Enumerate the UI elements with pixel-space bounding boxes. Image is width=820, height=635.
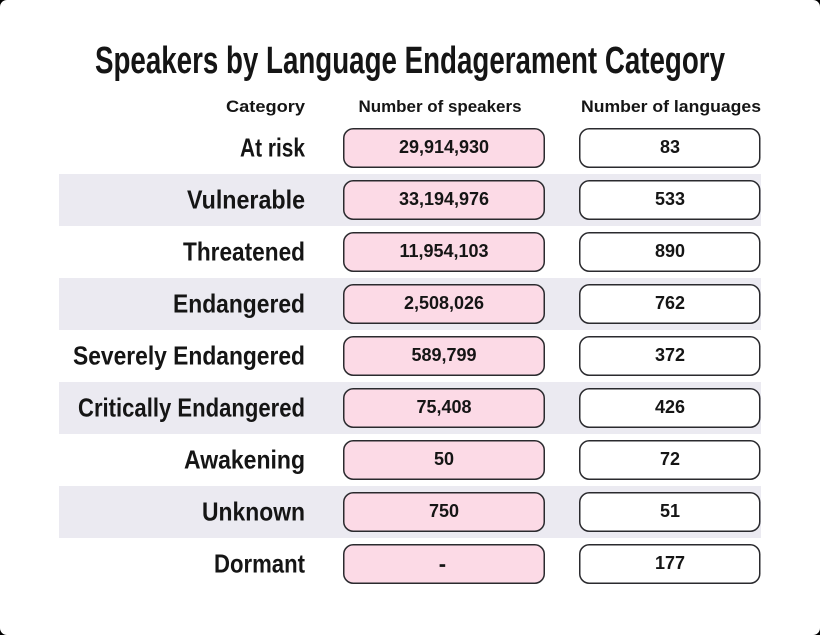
svg-text:762: 762 [655, 293, 685, 313]
svg-text:50: 50 [434, 449, 454, 469]
svg-text:533: 533 [655, 189, 685, 209]
svg-text:589,799: 589,799 [411, 345, 476, 365]
svg-text:Unknown: Unknown [202, 497, 305, 527]
svg-text:11,954,103: 11,954,103 [399, 241, 488, 261]
svg-text:Awakening: Awakening [184, 445, 305, 475]
svg-text:72: 72 [660, 449, 680, 469]
svg-text:75,408: 75,408 [416, 397, 471, 417]
svg-text:177: 177 [655, 553, 685, 573]
svg-text:Number of speakers: Number of speakers [359, 97, 522, 116]
svg-text:Category: Category [226, 97, 306, 116]
svg-text:51: 51 [660, 501, 680, 521]
svg-text:Speakers by Language Endageram: Speakers by Language Endagerament Catego… [95, 40, 725, 82]
svg-text:890: 890 [655, 241, 685, 261]
svg-text:750: 750 [429, 501, 459, 521]
svg-text:Severely Endangered: Severely Endangered [73, 341, 305, 371]
svg-text:Endangered: Endangered [173, 289, 305, 319]
svg-text:Dormant: Dormant [214, 549, 305, 579]
svg-text:At risk: At risk [240, 133, 305, 163]
svg-text:2,508,026: 2,508,026 [404, 293, 484, 313]
svg-text:426: 426 [655, 397, 685, 417]
svg-text:Number of languages: Number of languages [581, 97, 761, 116]
svg-text:Threatened: Threatened [183, 237, 305, 267]
svg-text:372: 372 [655, 345, 685, 365]
svg-text:33,194,976: 33,194,976 [399, 189, 489, 209]
svg-text:83: 83 [660, 137, 680, 157]
svg-text:29,914,930: 29,914,930 [399, 137, 489, 157]
svg-text:Critically Endangered: Critically Endangered [78, 393, 305, 423]
svg-text:Vulnerable: Vulnerable [187, 185, 305, 215]
